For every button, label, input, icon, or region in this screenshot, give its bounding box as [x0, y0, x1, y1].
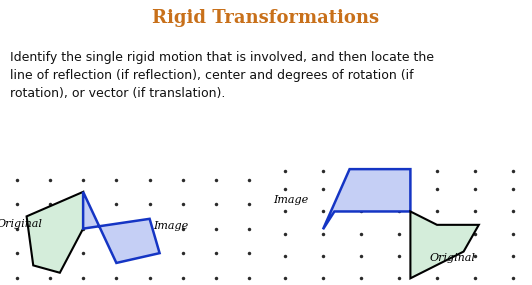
Polygon shape [323, 169, 410, 229]
Polygon shape [27, 192, 83, 273]
Text: Original: Original [0, 219, 43, 229]
Text: Rigid Transformations: Rigid Transformations [153, 9, 379, 27]
Text: Original: Original [429, 253, 475, 263]
Polygon shape [83, 192, 160, 263]
Text: Image: Image [153, 221, 188, 231]
Text: Image: Image [273, 195, 309, 205]
Text: Identify the single rigid motion that is involved, and then locate the
line of r: Identify the single rigid motion that is… [10, 51, 434, 100]
Polygon shape [410, 211, 479, 278]
